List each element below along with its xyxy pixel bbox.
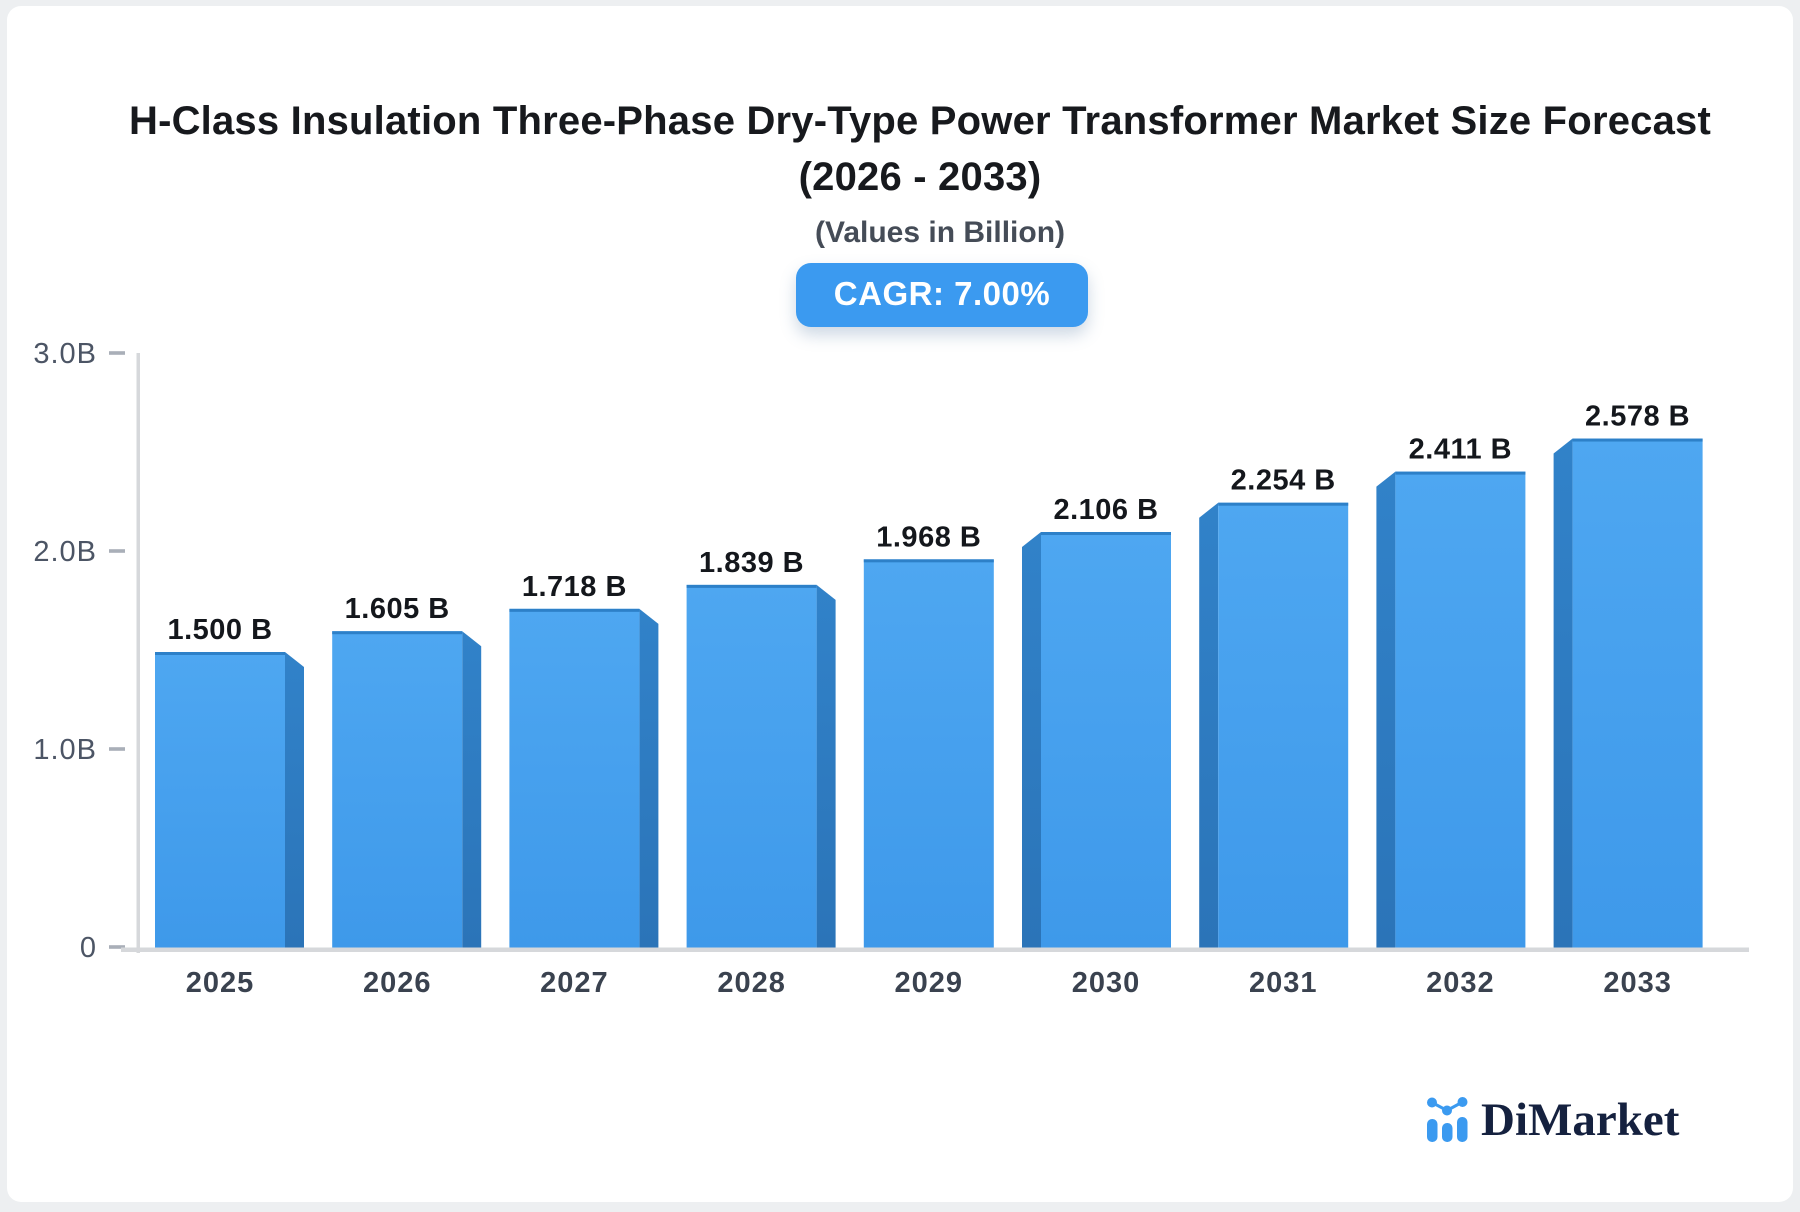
bar-side xyxy=(285,652,304,949)
bar-top-edge xyxy=(863,559,994,563)
brand-name: DiMarket xyxy=(1481,1094,1680,1146)
y-tick xyxy=(109,351,125,355)
bar-2028[interactable] xyxy=(686,584,836,949)
bar-2030[interactable] xyxy=(1022,532,1171,949)
bar-face xyxy=(686,584,817,949)
bar-side xyxy=(816,584,836,949)
bar-2032[interactable] xyxy=(1376,471,1526,949)
brand-logo: DiMarket xyxy=(1426,1094,1679,1146)
bar-top-edge xyxy=(332,631,463,635)
value-label: 2.106 B xyxy=(1053,494,1158,526)
bar-side xyxy=(1199,502,1219,949)
bar-face xyxy=(332,631,463,949)
y-tick-label: 0 xyxy=(80,932,97,964)
bar-side xyxy=(462,631,482,949)
y-tick xyxy=(109,549,125,553)
value-label: 1.968 B xyxy=(876,521,981,553)
y-tick-label: 1.0B xyxy=(33,734,97,766)
value-label: 1.839 B xyxy=(699,547,804,579)
bar-face xyxy=(1218,502,1349,949)
bar-2029[interactable] xyxy=(863,559,994,949)
x-axis-label: 2032 xyxy=(1426,967,1495,999)
bar-2026[interactable] xyxy=(332,631,482,949)
bar-face xyxy=(155,652,285,949)
bar-2025[interactable] xyxy=(155,652,304,949)
bar-top-edge xyxy=(686,584,817,588)
value-label: 1.605 B xyxy=(345,593,450,625)
bar-2033[interactable] xyxy=(1553,438,1703,949)
chart-header: H-Class Insulation Three-Phase Dry-Type … xyxy=(7,96,1793,327)
bar-chart: 0 1.0B 2.0B 3.0B 1.500 B 2025 1.605 B 2026 1.718… xyxy=(33,338,1749,999)
x-axis-label: 2029 xyxy=(895,967,964,999)
chart-card: H-Class Insulation Three-Phase Dry-Type … xyxy=(7,6,1793,1202)
x-axis-label: 2025 xyxy=(186,967,255,999)
x-axis-label: 2027 xyxy=(540,967,609,999)
y-tick-label: 3.0B xyxy=(33,338,97,370)
bar-face xyxy=(1572,438,1703,949)
value-label: 2.578 B xyxy=(1585,401,1690,433)
bar-2031[interactable] xyxy=(1199,502,1349,949)
value-label: 2.254 B xyxy=(1231,465,1336,497)
x-axis-label: 2030 xyxy=(1072,967,1141,999)
cagr-badge: CAGR: 7.00% xyxy=(795,263,1089,327)
bar-side xyxy=(1553,438,1573,949)
bar-top-edge xyxy=(1572,438,1703,442)
x-axis-label: 2026 xyxy=(363,967,432,999)
value-label: 2.411 B xyxy=(1409,434,1512,466)
value-label: 1.718 B xyxy=(522,571,627,603)
bar-face xyxy=(1395,471,1526,949)
bar-top-edge xyxy=(155,652,285,655)
x-axis-label: 2031 xyxy=(1249,967,1318,999)
chart-title-line2: (2026 - 2033) xyxy=(798,155,1042,199)
bar-top-edge xyxy=(1041,532,1171,536)
x-axis-label: 2033 xyxy=(1603,967,1672,999)
bar-face xyxy=(863,559,994,949)
bar-top-edge xyxy=(509,608,640,612)
bar-chart-with-dots-icon xyxy=(1427,1097,1468,1142)
bar-face xyxy=(509,608,640,949)
x-axis-label: 2028 xyxy=(717,967,786,999)
x-axis-line xyxy=(121,947,1749,952)
bar-side xyxy=(1376,471,1396,949)
bar-side xyxy=(639,608,659,949)
bar-2027[interactable] xyxy=(509,608,659,949)
chart-subtitle: (Values in Billion) xyxy=(814,216,1066,249)
bar-top-edge xyxy=(1395,471,1526,475)
value-label: 1.500 B xyxy=(167,614,272,646)
y-tick xyxy=(109,945,125,949)
bar-side xyxy=(1022,532,1041,949)
y-axis-line xyxy=(136,353,140,953)
y-tick-label: 2.0B xyxy=(33,536,97,568)
cagr-badge-row: CAGR: 7.00% xyxy=(69,263,1800,327)
chart-title-line1: H-Class Insulation Three-Phase Dry-Type … xyxy=(128,99,1712,143)
y-tick xyxy=(109,747,125,751)
bar-top-edge xyxy=(1218,502,1349,506)
bar-face xyxy=(1041,532,1171,949)
